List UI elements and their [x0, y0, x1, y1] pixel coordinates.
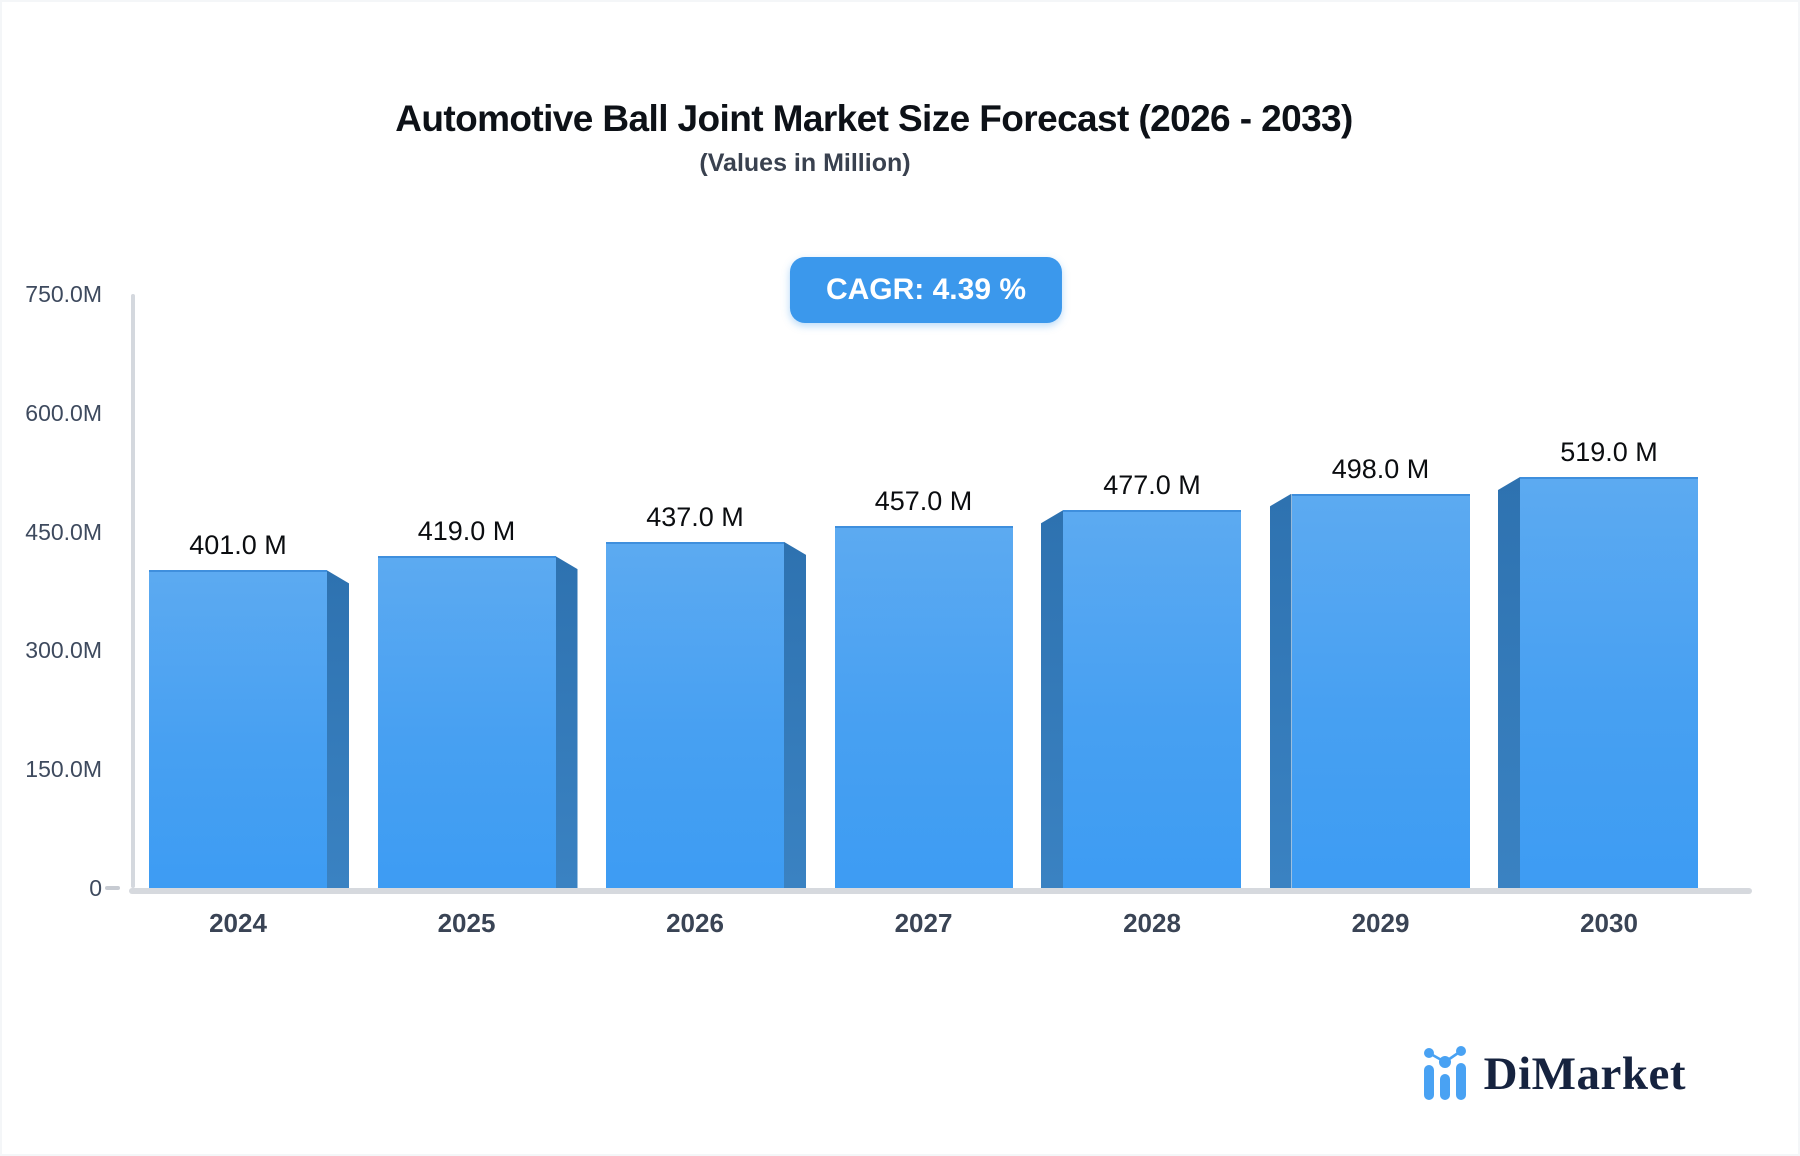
- y-tick-label: 0: [89, 875, 102, 901]
- bar-2028: [1063, 510, 1241, 888]
- bar-2024: [149, 570, 327, 888]
- y-tick-label: 300.0M: [25, 637, 102, 664]
- bar-value-label: 498.0 M: [1331, 453, 1430, 484]
- bar-value-label: 401.0 M: [189, 530, 287, 561]
- bar-value-label: 519.0 M: [1560, 436, 1658, 467]
- x-tick-label: 2029: [1351, 908, 1410, 938]
- x-tick-label: 2026: [666, 908, 724, 938]
- bar-2029: [1291, 493, 1470, 888]
- bar-2024-side-face: [327, 570, 349, 888]
- zero-tick-mark: [105, 886, 120, 890]
- brand-logo: DiMarket: [1419, 1040, 1686, 1108]
- x-tick-label: 2028: [1123, 908, 1181, 938]
- chart-title: Automotive Ball Joint Market Size Foreca…: [395, 98, 1353, 139]
- bar-2025-side-face: [555, 556, 578, 888]
- plot-area: 401.0 M 2024 419.0 M 2025 437.0 M 2026 457.0 M…: [129, 294, 1752, 938]
- bar-2030-side-face: [1498, 476, 1520, 888]
- bar-2026: [606, 541, 784, 888]
- bar-2025: [377, 556, 556, 888]
- x-tick-label: 2027: [894, 908, 953, 938]
- bar-value-label: 437.0 M: [646, 501, 744, 532]
- bar-2026-side-face: [784, 541, 806, 888]
- x-tick-label: 2025: [437, 908, 496, 938]
- bar-chart-logo-icon: [1423, 1046, 1466, 1100]
- brand-name: DiMarket: [1483, 1048, 1686, 1100]
- bar-2028-side-face: [1041, 510, 1063, 888]
- x-tick-label: 2030: [1580, 908, 1638, 938]
- bar-2027: [834, 526, 1013, 888]
- y-tick-label: 150.0M: [25, 756, 102, 783]
- y-tick-label: 750.0M: [25, 281, 102, 307]
- y-tick-label: 450.0M: [25, 518, 102, 545]
- chart-subtitle: (Values in Million): [699, 149, 911, 177]
- cagr-badge: CAGR: 4.39 %: [789, 257, 1063, 323]
- bar-value-label: 477.0 M: [1103, 470, 1201, 501]
- bar-value-label: 457.0 M: [874, 486, 973, 517]
- x-axis-line: [129, 888, 1752, 894]
- y-tick-label: 600.0M: [25, 399, 102, 426]
- y-axis-line: [131, 294, 135, 888]
- x-tick-label: 2024: [209, 908, 267, 938]
- bar-value-label: 419.0 M: [417, 516, 516, 547]
- bar-2030: [1520, 476, 1698, 888]
- bar-2029-side-face: [1269, 493, 1292, 888]
